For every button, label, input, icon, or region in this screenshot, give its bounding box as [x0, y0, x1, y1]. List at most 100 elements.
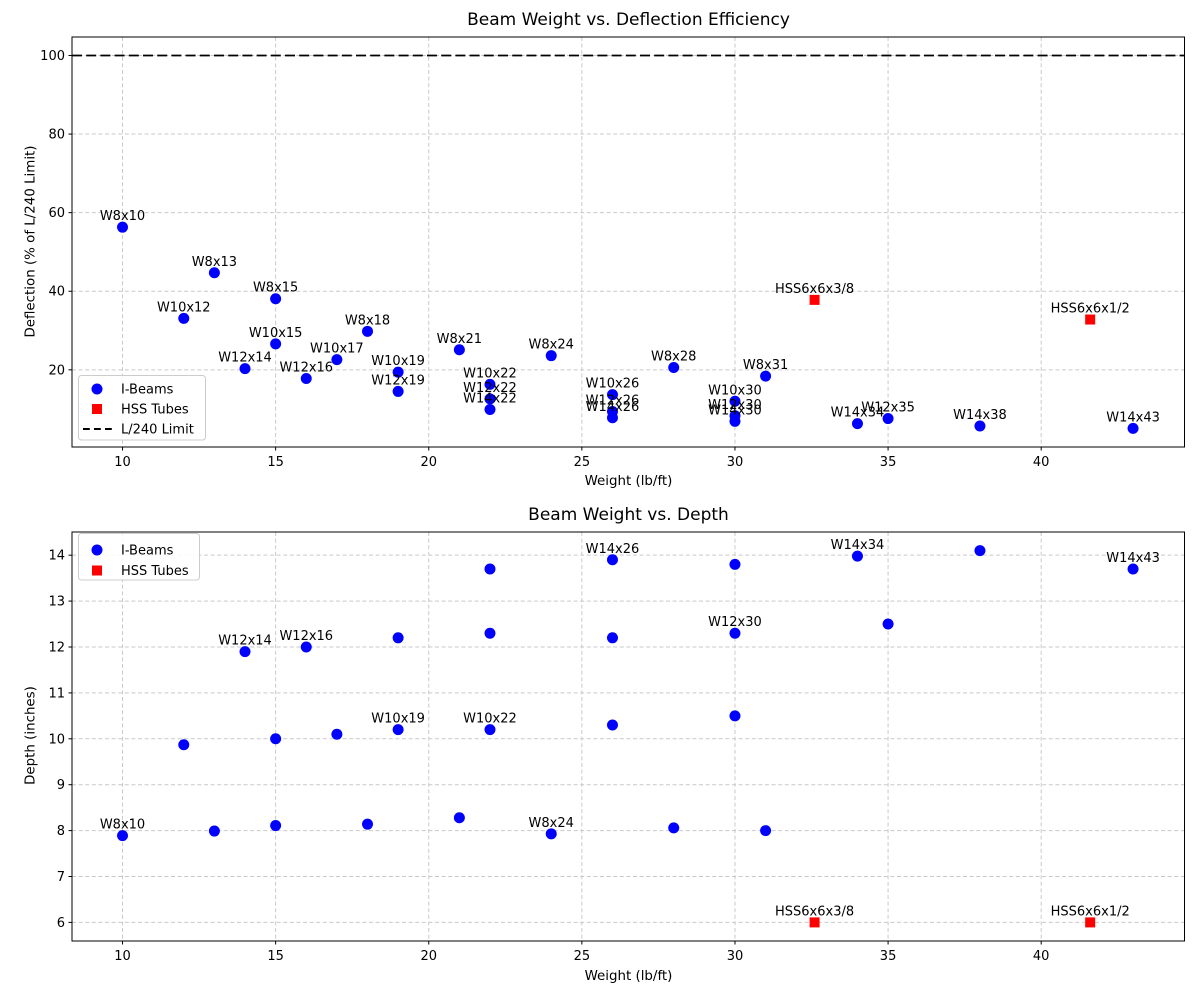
legend-entry-i-beams: I-Beams — [91, 383, 174, 398]
data-point-W12x35 — [882, 618, 894, 630]
y-tick-label-11: 11 — [48, 686, 65, 701]
data-point-W12x16 — [300, 641, 312, 653]
point-label-W14x34: W14x34 — [831, 406, 885, 421]
x-tick-label-40: 40 — [1033, 455, 1050, 470]
point-label-W12x16: W12x16 — [279, 629, 333, 644]
depth-yaxis-label: Depth (inches) — [23, 686, 39, 785]
data-point-W14x38 — [974, 545, 986, 557]
x-tick-label-15: 15 — [267, 949, 284, 964]
x-tick-label-30: 30 — [727, 455, 744, 470]
point-label-W8x28: W8x28 — [651, 349, 696, 364]
x-tick-label-35: 35 — [880, 949, 897, 964]
point-label-W14x22: W14x22 — [463, 392, 517, 407]
data-point-W14x22 — [484, 563, 496, 575]
legend: I-Beams HSS Tubes — [78, 533, 200, 581]
y-tick-label-13: 13 — [48, 595, 65, 610]
point-label-W12x30: W12x30 — [708, 615, 762, 630]
point-label-W10x30: W10x30 — [708, 383, 762, 398]
y-tick-label-10: 10 — [48, 732, 65, 747]
point-label-W12x22: W12x22 — [463, 381, 517, 396]
x-tick-label-35: 35 — [880, 455, 897, 470]
legend-label: L/240 Limit — [121, 423, 194, 438]
legend: I-Beams HSS Tubes L/240 Limit — [78, 375, 206, 441]
y-tick-label-6: 6 — [57, 916, 65, 931]
point-label-W10x12: W10x12 — [157, 300, 211, 315]
data-point-W12x14 — [239, 646, 251, 658]
data-point-HSS6x6x3/8 — [809, 294, 820, 305]
legend-label: HSS Tubes — [121, 564, 189, 579]
data-point-W8x21 — [453, 344, 465, 356]
point-label-W14x38: W14x38 — [953, 408, 1007, 423]
data-point-W14x26 — [606, 412, 618, 424]
y-tick-label-60: 60 — [48, 206, 65, 221]
data-point-W14x43 — [1127, 563, 1139, 575]
point-label-W14x30: W14x30 — [708, 403, 762, 418]
chart-deflection: W8x10 W10x12 W8x13 W12x14 W8x15 W10x15 W12x16 W… — [40, 36, 1185, 470]
legend-entry-i-beams: I-Beams — [91, 544, 174, 559]
data-point-W12x16 — [300, 372, 312, 384]
x-tick-label-20: 20 — [420, 949, 437, 964]
legend-label: HSS Tubes — [121, 403, 189, 418]
data-point-W10x15 — [270, 733, 282, 745]
y-tick-label-8: 8 — [57, 824, 65, 839]
point-label-W8x21: W8x21 — [437, 332, 482, 347]
point-label-HSS6x6x3/8: HSS6x6x3/8 — [775, 904, 854, 919]
data-point-W12x14 — [239, 363, 251, 375]
point-label-W12x26: W12x26 — [586, 393, 640, 408]
legend-circle-marker-icon — [91, 383, 103, 395]
point-label-W14x34: W14x34 — [831, 538, 885, 553]
point-label-W12x14: W12x14 — [218, 634, 272, 649]
data-point-W10x15 — [270, 338, 282, 350]
x-tick-label-10: 10 — [114, 949, 131, 964]
data-point-W10x12 — [178, 739, 190, 751]
data-point-W8x10 — [117, 830, 129, 842]
point-label-W12x35: W12x35 — [861, 401, 915, 416]
plot-border — [71, 531, 1185, 942]
legend-label: I-Beams — [121, 544, 174, 559]
y-tick-label-9: 9 — [57, 778, 65, 793]
data-point-W10x26 — [606, 389, 618, 401]
point-label-W14x26: W14x26 — [586, 400, 640, 415]
x-tick-label-10: 10 — [114, 455, 131, 470]
data-point-W8x15 — [270, 293, 282, 305]
data-point-W8x15 — [270, 820, 282, 832]
data-point-W14x38 — [974, 420, 986, 432]
x-tick-label-25: 25 — [574, 455, 591, 470]
plot-border — [71, 36, 1185, 448]
y-tick-label-100: 100 — [40, 49, 65, 64]
data-point-W10x17 — [331, 728, 343, 740]
point-label-W10x19: W10x19 — [371, 712, 425, 727]
point-label-W8x10: W8x10 — [100, 818, 145, 833]
data-point-W14x34 — [851, 418, 863, 430]
point-label-W14x26: W14x26 — [586, 542, 640, 557]
y-tick-label-14: 14 — [48, 549, 65, 564]
y-tick-label-12: 12 — [48, 640, 65, 655]
point-label-W10x19: W10x19 — [371, 354, 425, 369]
legend-label: I-Beams — [121, 383, 174, 398]
legend-box — [78, 375, 206, 441]
point-label-W8x31: W8x31 — [743, 358, 788, 373]
data-point-HSS6x6x1/2 — [1085, 917, 1096, 928]
point-label-W10x17: W10x17 — [310, 342, 364, 357]
data-point-W8x21 — [453, 812, 465, 824]
data-point-HSS6x6x1/2 — [1085, 314, 1096, 325]
data-point-W10x30 — [729, 710, 741, 722]
point-label-W10x22: W10x22 — [463, 712, 517, 727]
deflection-chart-title: Beam Weight vs. Deflection Efficiency — [467, 10, 790, 30]
point-label-W8x24: W8x24 — [529, 816, 574, 831]
point-label-W12x30: W12x30 — [708, 398, 762, 413]
point-label-HSS6x6x1/2: HSS6x6x1/2 — [1051, 302, 1130, 317]
data-point-W12x30 — [729, 627, 741, 639]
legend-entry-hss-tubes: HSS Tubes — [92, 403, 189, 418]
data-point-W8x18 — [362, 325, 374, 337]
x-tick-label-25: 25 — [574, 949, 591, 964]
point-label-W8x24: W8x24 — [529, 338, 574, 353]
x-tick-label-40: 40 — [1033, 949, 1050, 964]
data-point-W8x28 — [668, 822, 680, 834]
point-label-W10x22: W10x22 — [463, 366, 517, 381]
data-point-W8x13 — [208, 825, 220, 837]
data-point-W8x18 — [362, 818, 374, 830]
y-tick-label-20: 20 — [48, 363, 65, 378]
y-tick-label-80: 80 — [48, 128, 65, 143]
data-point-W14x22 — [484, 404, 496, 416]
